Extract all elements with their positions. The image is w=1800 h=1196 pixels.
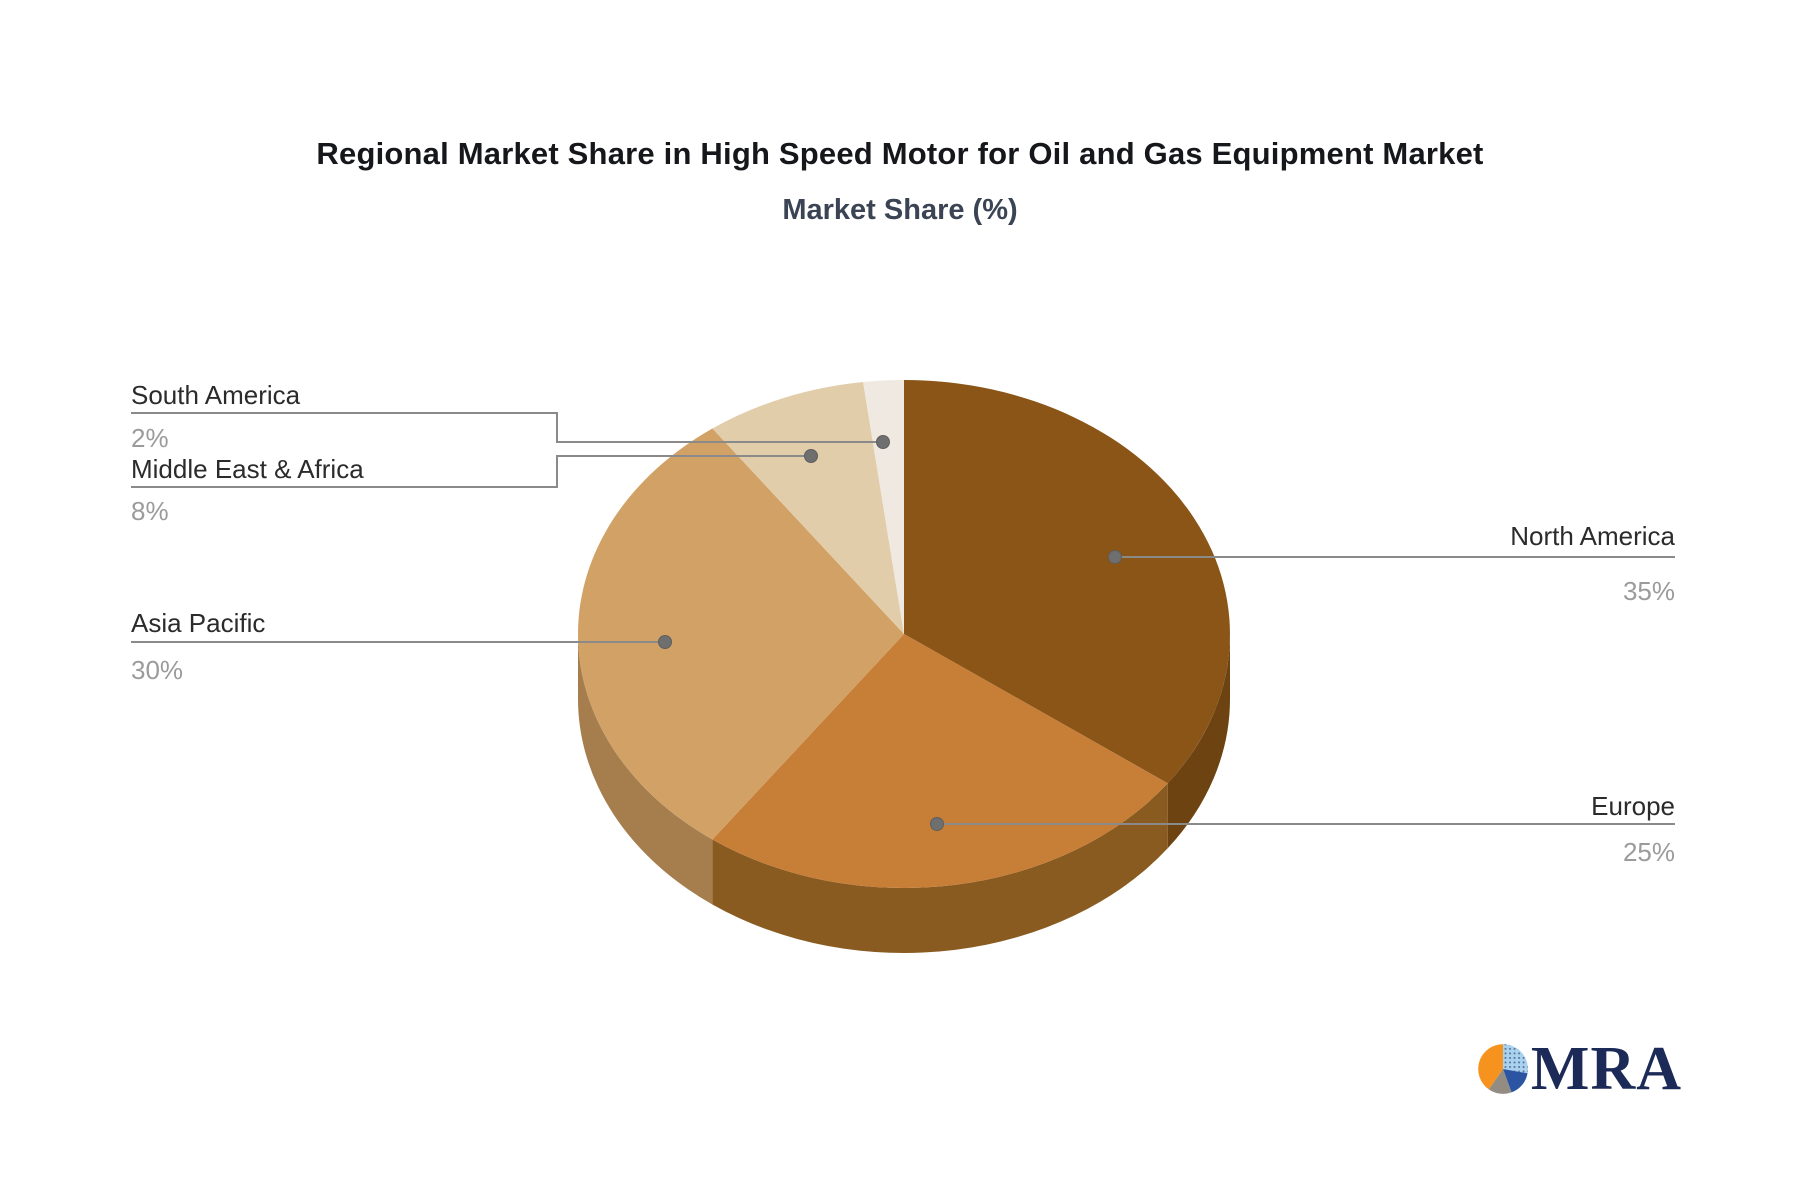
- leader-dot-north-america: [1108, 550, 1122, 564]
- label-north-america: North America: [1510, 521, 1675, 551]
- pie-slice-side-europe: [712, 783, 1168, 953]
- logo-slice-gray: [1488, 1069, 1512, 1094]
- pie-slice-south-america[interactable]: [863, 380, 904, 634]
- brand-logo: MRA: [1477, 1038, 1682, 1100]
- pie-slice-side-asia-pacific: [578, 634, 713, 905]
- leader-dot-europe: [930, 817, 944, 831]
- value-north-america: 35%: [1623, 576, 1675, 606]
- label-europe: Europe: [1591, 791, 1675, 821]
- logo-slice-dots: [1502, 1044, 1528, 1074]
- value-europe: 25%: [1623, 837, 1675, 867]
- pie-slice-north-america[interactable]: [904, 380, 1230, 784]
- leader-dot-middle-east-africa: [804, 449, 818, 463]
- pie-slice-asia-pacific[interactable]: [578, 428, 904, 840]
- value-asia-pacific: 30%: [131, 655, 183, 685]
- value-middle-east-africa: 8%: [131, 496, 169, 526]
- leader-dot-south-america: [876, 435, 890, 449]
- chart-subtitle: Market Share (%): [782, 194, 1018, 226]
- label-south-america: South America: [131, 380, 301, 410]
- label-middle-east-africa: Middle East & Africa: [131, 454, 364, 484]
- pie-layer: [578, 380, 1230, 953]
- logo-text: MRA: [1530, 1035, 1682, 1103]
- pie-slice-middle-east-africa[interactable]: [712, 382, 904, 634]
- leader-line-middle-east-africa: [131, 455, 811, 488]
- label-asia-pacific: Asia Pacific: [131, 608, 265, 638]
- logo-slice-orange: [1478, 1044, 1503, 1090]
- chart-title: Regional Market Share in High Speed Moto…: [316, 136, 1484, 171]
- leader-line-south-america: [131, 412, 883, 443]
- callout-labels: South America 2% Middle East & Africa 8%…: [131, 380, 1676, 867]
- leader-dot-asia-pacific: [658, 635, 672, 649]
- pie-slice-side-north-america: [1167, 634, 1230, 849]
- logo-slice-darkblue: [1502, 1069, 1528, 1093]
- callout-lines: [131, 412, 1675, 831]
- logo-pie-icon: [1478, 1044, 1528, 1094]
- value-south-america: 2%: [131, 423, 169, 453]
